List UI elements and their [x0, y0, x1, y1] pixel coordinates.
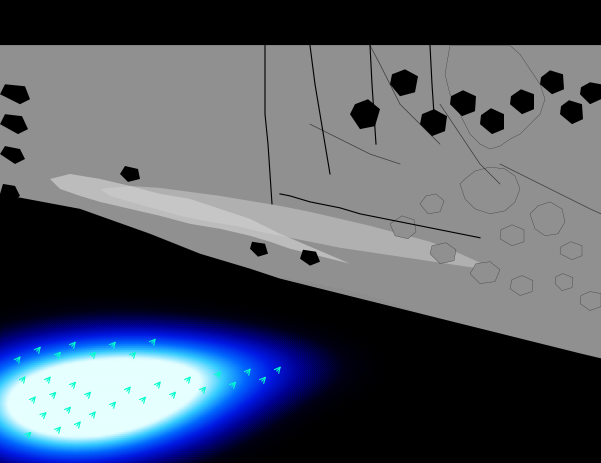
- Polygon shape: [445, 46, 545, 150]
- Text: Secondary Swell energy on Saturday 22 Feb at 2am MST: Secondary Swell energy on Saturday 22 Fe…: [44, 7, 557, 25]
- Polygon shape: [300, 250, 320, 266]
- Polygon shape: [470, 262, 500, 284]
- Polygon shape: [390, 216, 416, 239]
- Polygon shape: [530, 202, 565, 236]
- Polygon shape: [480, 109, 504, 135]
- Polygon shape: [120, 167, 140, 182]
- Polygon shape: [500, 225, 524, 246]
- Polygon shape: [0, 115, 28, 135]
- Polygon shape: [450, 91, 476, 117]
- Polygon shape: [0, 147, 25, 165]
- Polygon shape: [100, 187, 500, 272]
- Polygon shape: [420, 194, 444, 214]
- Text: Arrows show the wind wave direction: Arrows show the wind wave direction: [171, 30, 430, 44]
- Polygon shape: [560, 101, 583, 125]
- Polygon shape: [0, 185, 20, 202]
- Polygon shape: [430, 243, 456, 264]
- Polygon shape: [580, 292, 601, 311]
- Polygon shape: [510, 90, 534, 115]
- Polygon shape: [540, 71, 564, 95]
- Polygon shape: [350, 100, 380, 130]
- Polygon shape: [560, 242, 582, 260]
- Polygon shape: [250, 242, 268, 257]
- Polygon shape: [0, 46, 601, 358]
- Polygon shape: [555, 274, 573, 291]
- Polygon shape: [0, 85, 30, 105]
- Polygon shape: [510, 276, 533, 296]
- Polygon shape: [580, 83, 601, 105]
- Polygon shape: [390, 70, 418, 97]
- Polygon shape: [460, 168, 520, 214]
- Polygon shape: [50, 175, 350, 264]
- Polygon shape: [420, 110, 447, 137]
